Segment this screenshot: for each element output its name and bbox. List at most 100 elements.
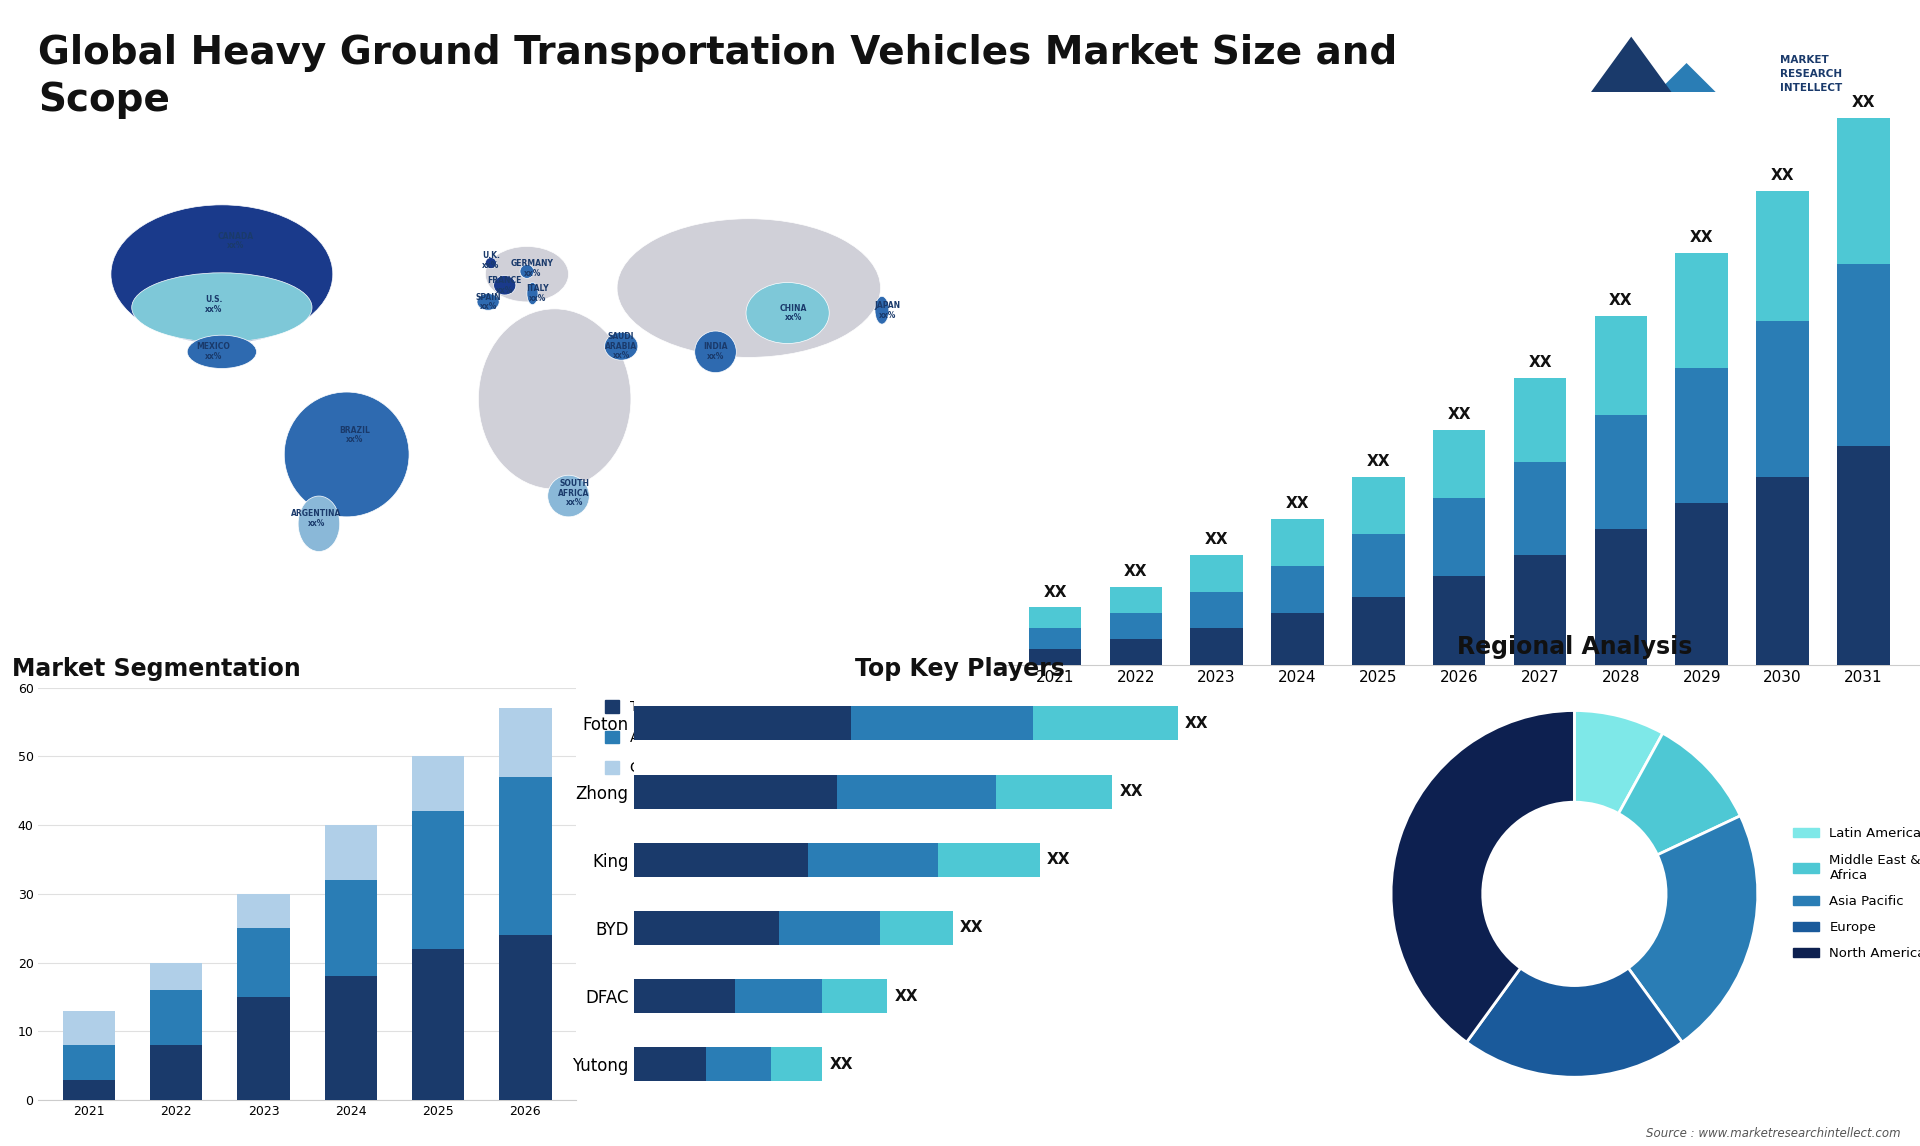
Bar [822,979,887,1013]
Ellipse shape [186,335,257,369]
Bar [1596,529,1647,665]
Ellipse shape [298,496,340,551]
Ellipse shape [526,283,538,305]
Bar [1110,638,1162,665]
Bar [1432,430,1486,499]
Text: ITALY
xx%: ITALY xx% [526,284,549,303]
Bar [1029,607,1081,628]
Bar [1676,253,1728,368]
Text: MEXICO
xx%: MEXICO xx% [196,343,230,361]
Polygon shape [1563,37,1701,132]
Bar [63,1080,115,1100]
Bar [1190,628,1242,665]
Bar [63,1045,115,1080]
Bar [1757,477,1809,665]
Text: XX: XX [829,1057,852,1072]
Bar [780,911,879,945]
Title: Top Key Players: Top Key Players [854,658,1066,682]
Wedge shape [1619,733,1740,855]
Text: SPAIN
xx%: SPAIN xx% [476,292,501,312]
Text: XX: XX [1448,408,1471,423]
Ellipse shape [478,308,632,489]
Text: XX: XX [1609,293,1632,308]
Bar [1676,503,1728,665]
Text: GERMANY
xx%: GERMANY xx% [511,259,553,278]
Polygon shape [1617,63,1755,132]
Bar [1352,477,1405,534]
Bar [150,1045,202,1100]
Bar [499,777,551,935]
Ellipse shape [876,297,889,324]
Text: Source : www.marketresearchintellect.com: Source : www.marketresearchintellect.com [1645,1128,1901,1140]
Bar [1110,587,1162,613]
Bar [324,825,376,880]
Ellipse shape [111,205,332,344]
Bar [1352,597,1405,665]
Text: MARKET
RESEARCH
INTELLECT: MARKET RESEARCH INTELLECT [1780,55,1841,94]
Bar [150,990,202,1045]
Bar [1676,368,1728,503]
Bar [1190,591,1242,628]
Ellipse shape [476,293,499,311]
Ellipse shape [547,476,589,517]
Bar [499,935,551,1100]
Bar [150,963,202,990]
Text: XX: XX [1123,564,1148,579]
Bar [1271,613,1323,665]
Text: CHINA
xx%: CHINA xx% [780,304,806,322]
Wedge shape [1392,711,1574,1042]
Bar [1837,446,1889,665]
Bar [324,880,376,976]
Text: XX: XX [1043,584,1068,599]
Text: XX: XX [1851,95,1876,110]
Text: XX: XX [1770,167,1795,183]
Bar [238,894,290,928]
Title: Regional Analysis: Regional Analysis [1457,635,1692,659]
Bar [1029,628,1081,649]
Text: XX: XX [1528,355,1551,370]
Bar [238,928,290,997]
Text: XX: XX [1046,853,1071,868]
Bar [324,976,376,1100]
Text: Global Heavy Ground Transportation Vehicles Market Size and
Scope: Global Heavy Ground Transportation Vehic… [38,34,1398,119]
Bar [413,949,465,1100]
Bar [939,842,1041,877]
Bar [1352,534,1405,597]
Text: INDIA
xx%: INDIA xx% [703,343,728,361]
Wedge shape [1574,711,1663,814]
Bar [63,1011,115,1045]
Text: Market Segmentation: Market Segmentation [12,658,300,682]
Text: XX: XX [1690,230,1713,245]
Text: CANADA
xx%: CANADA xx% [217,231,253,250]
Bar [707,1047,772,1082]
Ellipse shape [616,219,881,358]
Bar [499,708,551,777]
Wedge shape [1467,968,1682,1077]
Bar [1029,649,1081,665]
Bar [1757,321,1809,477]
Text: XX: XX [1367,454,1390,470]
Text: XX: XX [895,989,918,1004]
Text: FRANCE
xx%: FRANCE xx% [488,276,522,295]
Bar [634,911,780,945]
Bar [634,1047,707,1082]
Bar [413,811,465,949]
Bar [851,706,1033,740]
Bar [1190,556,1242,591]
Text: XX: XX [1206,533,1229,548]
Text: XX: XX [1286,496,1309,511]
Bar [772,1047,822,1082]
Bar [1837,264,1889,446]
Bar [634,775,837,809]
Text: U.S.
xx%: U.S. xx% [205,296,223,314]
Bar [879,911,952,945]
Text: JAPAN
xx%: JAPAN xx% [874,301,900,320]
Ellipse shape [486,258,497,268]
Ellipse shape [747,283,829,344]
Ellipse shape [486,246,568,301]
Bar [1596,315,1647,415]
Bar [1110,613,1162,638]
Ellipse shape [520,265,534,278]
Ellipse shape [605,332,637,360]
Bar [1837,118,1889,264]
